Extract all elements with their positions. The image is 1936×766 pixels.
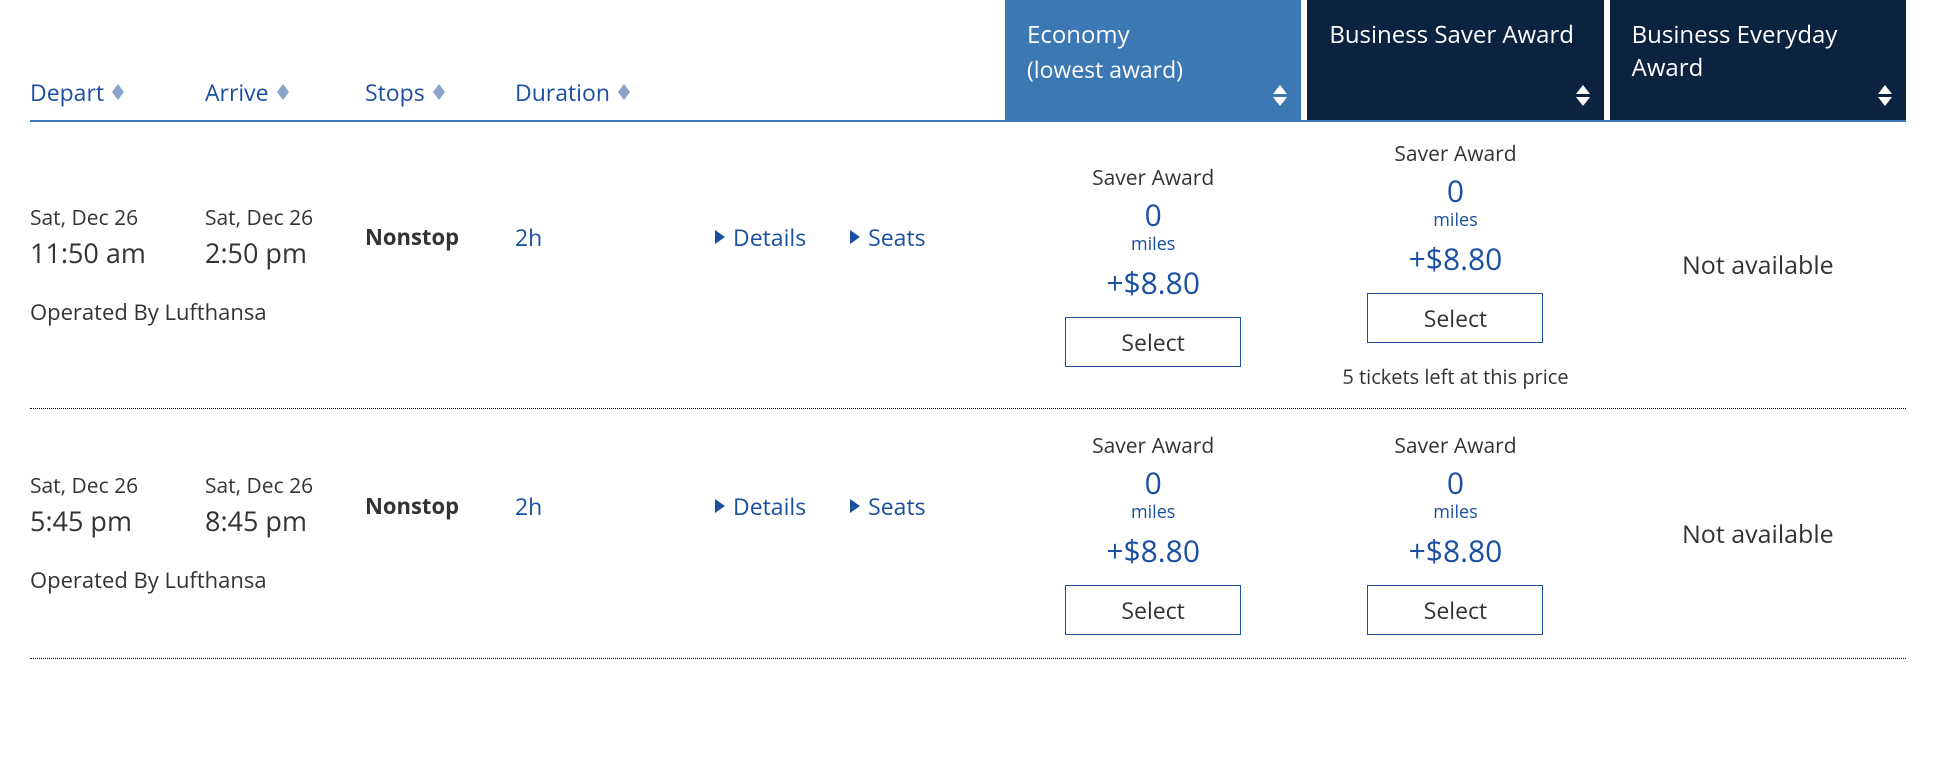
duration-value: 2h — [515, 490, 715, 522]
miles-label: miles — [1433, 208, 1477, 232]
flight-column-headers: Depart Arrive Stops — [30, 0, 1005, 120]
select-button[interactable]: Select — [1065, 317, 1241, 367]
fare-column-header[interactable]: Business Saver Award — [1307, 0, 1603, 120]
miles-value: 0 — [1145, 200, 1162, 230]
arrive-block: Sat, Dec 268:45 pm — [205, 472, 365, 539]
fare-price: +$8.80 — [1106, 530, 1200, 571]
arrive-date: Sat, Dec 26 — [205, 204, 365, 232]
duration-value: 2h — [515, 221, 715, 253]
flight-row: Sat, Dec 2611:50 amSat, Dec 262:50 pmNon… — [30, 122, 1906, 409]
seats-link[interactable]: Seats — [850, 490, 925, 522]
sort-icon — [112, 84, 124, 100]
fare-cell: Not available — [1610, 122, 1906, 408]
column-header-arrive-label: Arrive — [205, 76, 269, 108]
flight-info: Sat, Dec 2611:50 amSat, Dec 262:50 pmNon… — [30, 122, 1005, 408]
depart-date: Sat, Dec 26 — [30, 204, 205, 232]
details-label: Details — [733, 490, 806, 522]
fare-price: +$8.80 — [1106, 262, 1200, 303]
miles-value: 0 — [1447, 468, 1464, 498]
miles-label: miles — [1131, 500, 1175, 524]
award-type: Saver Award — [1092, 432, 1214, 460]
arrive-date: Sat, Dec 26 — [205, 472, 365, 500]
award-type: Saver Award — [1394, 432, 1516, 460]
chevron-right-icon — [850, 230, 860, 244]
sort-icon — [1878, 85, 1892, 106]
column-header-duration-label: Duration — [515, 76, 610, 108]
fare-column-title: Economy — [1027, 18, 1281, 51]
select-button[interactable]: Select — [1367, 293, 1543, 343]
fare-price: +$8.80 — [1409, 238, 1503, 279]
operated-by: Operated By Lufthansa — [30, 297, 1005, 327]
award-type: Saver Award — [1394, 140, 1516, 168]
not-available-label: Not available — [1682, 517, 1834, 551]
depart-date: Sat, Dec 26 — [30, 472, 205, 500]
seats-label: Seats — [868, 490, 925, 522]
sort-icon — [433, 84, 445, 100]
seats-label: Seats — [868, 221, 925, 253]
chevron-right-icon — [715, 230, 725, 244]
fare-cell: Saver Award 0miles +$8.80 Select 5 tickets l… — [1307, 122, 1603, 408]
sort-icon — [618, 84, 630, 100]
fare-column-header[interactable]: Economy(lowest award) — [1005, 0, 1301, 120]
flight-row: Sat, Dec 265:45 pmSat, Dec 268:45 pmNons… — [30, 409, 1906, 659]
depart-block: Sat, Dec 2611:50 am — [30, 204, 205, 271]
fare-cell: Not available — [1610, 409, 1906, 658]
miles-value: 0 — [1447, 176, 1464, 206]
fare-cell: Saver Award 0miles +$8.80 Select — [1005, 409, 1301, 658]
fare-column-title: Business Everyday Award — [1632, 18, 1886, 84]
column-header-stops[interactable]: Stops — [365, 76, 515, 108]
award-type: Saver Award — [1092, 164, 1214, 192]
sort-icon — [1576, 85, 1590, 106]
stops-value: Nonstop — [365, 222, 515, 252]
fare-column-header[interactable]: Business Everyday Award — [1610, 0, 1906, 120]
not-available-label: Not available — [1682, 248, 1834, 282]
flight-links: Details Seats — [715, 221, 926, 253]
fare-cell: Saver Award 0miles +$8.80 Select — [1005, 122, 1301, 408]
fare-cell: Saver Award 0miles +$8.80 Select — [1307, 409, 1603, 658]
select-button[interactable]: Select — [1065, 585, 1241, 635]
fare-column-headers: Economy(lowest award) Business Saver Awar… — [1005, 0, 1906, 120]
sort-icon — [277, 84, 289, 100]
chevron-right-icon — [850, 499, 860, 513]
details-link[interactable]: Details — [715, 490, 806, 522]
column-header-duration[interactable]: Duration — [515, 76, 715, 108]
fare-cells: Saver Award0miles+$8.80SelectSaver Award… — [1005, 409, 1906, 658]
details-label: Details — [733, 221, 806, 253]
miles-value: 0 — [1145, 468, 1162, 498]
flight-info: Sat, Dec 265:45 pmSat, Dec 268:45 pmNons… — [30, 409, 1005, 658]
table-header-row: Depart Arrive Stops — [30, 0, 1906, 122]
sort-icon — [1273, 85, 1287, 106]
stops-value: Nonstop — [365, 491, 515, 521]
select-button[interactable]: Select — [1367, 585, 1543, 635]
arrive-time: 8:45 pm — [205, 502, 365, 539]
operated-by: Operated By Lufthansa — [30, 565, 1005, 595]
fare-cells: Saver Award0miles+$8.80SelectSaver Award… — [1005, 122, 1906, 408]
miles-label: miles — [1433, 500, 1477, 524]
miles-label: miles — [1131, 232, 1175, 256]
arrive-block: Sat, Dec 262:50 pm — [205, 204, 365, 271]
column-header-depart[interactable]: Depart — [30, 76, 205, 108]
column-header-depart-label: Depart — [30, 76, 104, 108]
depart-time: 11:50 am — [30, 234, 205, 271]
depart-block: Sat, Dec 265:45 pm — [30, 472, 205, 539]
details-link[interactable]: Details — [715, 221, 806, 253]
column-header-arrive[interactable]: Arrive — [205, 76, 365, 108]
chevron-right-icon — [715, 499, 725, 513]
flight-results-table: Depart Arrive Stops — [0, 0, 1936, 659]
seats-link[interactable]: Seats — [850, 221, 925, 253]
flight-info-line: Sat, Dec 2611:50 amSat, Dec 262:50 pmNon… — [30, 204, 1005, 271]
flight-links: Details Seats — [715, 490, 926, 522]
flight-rows-container: Sat, Dec 2611:50 amSat, Dec 262:50 pmNon… — [30, 122, 1906, 659]
flight-info-line: Sat, Dec 265:45 pmSat, Dec 268:45 pmNons… — [30, 472, 1005, 539]
tickets-left: 5 tickets left at this price — [1342, 363, 1568, 390]
column-header-stops-label: Stops — [365, 76, 425, 108]
fare-column-subtitle: (lowest award) — [1027, 53, 1281, 85]
arrive-time: 2:50 pm — [205, 234, 365, 271]
fare-price: +$8.80 — [1409, 530, 1503, 571]
depart-time: 5:45 pm — [30, 502, 205, 539]
fare-column-title: Business Saver Award — [1329, 18, 1583, 51]
